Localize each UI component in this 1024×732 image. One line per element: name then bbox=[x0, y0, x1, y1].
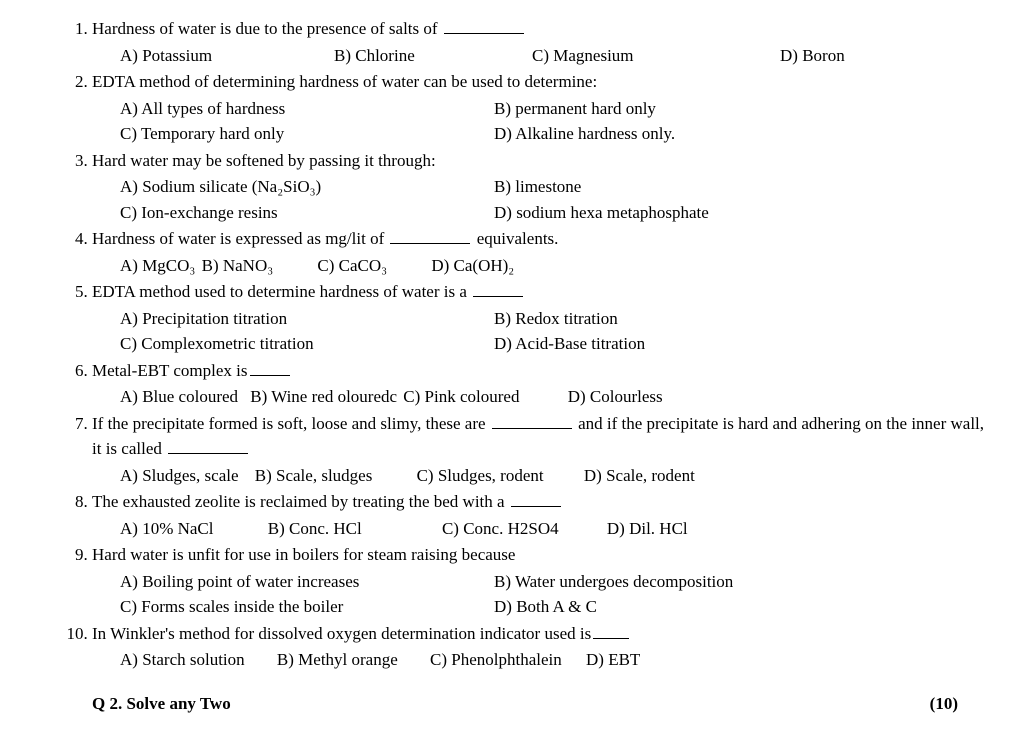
section-heading: Q 2. Solve any Two bbox=[92, 691, 231, 717]
option-c: C) Conc. H2SO4 bbox=[442, 516, 559, 542]
question-10: In Winkler's method for dissolved oxygen… bbox=[92, 621, 988, 673]
option-b: B) permanent hard only bbox=[494, 96, 864, 122]
blank bbox=[444, 16, 524, 34]
option-a: A) 10% NaCl bbox=[120, 516, 213, 542]
blank bbox=[593, 621, 629, 639]
option-c: C) Pink coloured bbox=[403, 384, 519, 410]
question-text: Hard water is unfit for use in boilers f… bbox=[92, 545, 515, 564]
question-3: Hard water may be softened by passing it… bbox=[92, 148, 988, 226]
option-c: C) Magnesium bbox=[532, 43, 776, 69]
option-d: D) Boron bbox=[780, 43, 930, 69]
option-b: B) Methyl orange bbox=[277, 647, 398, 673]
question-text: Hardness of water is due to the presence… bbox=[92, 19, 442, 38]
section-marks: (10) bbox=[930, 691, 958, 717]
question-text: EDTA method of determining hardness of w… bbox=[92, 72, 597, 91]
option-a: A) Sludges, scale bbox=[120, 463, 239, 489]
option-b: B) Chlorine bbox=[334, 43, 528, 69]
options: A) All types of hardness B) permanent ha… bbox=[120, 96, 988, 147]
question-6: Metal-EBT complex is A) Blue coloured B)… bbox=[92, 358, 988, 410]
blank bbox=[473, 279, 523, 297]
option-b: B) limestone bbox=[494, 174, 864, 200]
options: A) MgCO₃ B) NaNO₃ C) CaCO₃ D) Ca(OH)₂ bbox=[120, 253, 988, 279]
question-9: Hard water is unfit for use in boilers f… bbox=[92, 542, 988, 620]
question-1: Hardness of water is due to the presence… bbox=[92, 16, 988, 68]
option-b: B) Conc. HCl bbox=[268, 516, 362, 542]
option-c: C) CaCO₃ bbox=[317, 253, 387, 279]
options: A) Precipitation titration B) Redox titr… bbox=[120, 306, 988, 357]
question-text: If the precipitate formed is soft, loose… bbox=[92, 414, 490, 433]
option-a: A) Blue coloured bbox=[120, 384, 238, 410]
option-c: C) Ion-exchange resins bbox=[120, 200, 490, 226]
question-8: The exhausted zeolite is reclaimed by tr… bbox=[92, 489, 988, 541]
option-a: A) MgCO₃ bbox=[120, 253, 195, 279]
options: A) Boiling point of water increases B) W… bbox=[120, 569, 988, 620]
option-a: A) Starch solution bbox=[120, 647, 245, 673]
blank bbox=[492, 411, 572, 429]
option-d: D) sodium hexa metaphosphate bbox=[494, 200, 864, 226]
section-footer: Q 2. Solve any Two (10) bbox=[36, 691, 988, 717]
options: A) Starch solution B) Methyl orange C) P… bbox=[120, 647, 988, 673]
question-text: Metal-EBT complex is bbox=[92, 361, 248, 380]
blank bbox=[250, 358, 290, 376]
option-b: B) NaNO₃ bbox=[202, 253, 274, 279]
option-a: A) Potassium bbox=[120, 43, 330, 69]
blank bbox=[390, 226, 470, 244]
question-text: EDTA method used to determine hardness o… bbox=[92, 282, 471, 301]
question-text: Hardness of water is expressed as mg/lit… bbox=[92, 229, 388, 248]
question-text-post: equivalents. bbox=[472, 229, 558, 248]
option-d: D) Scale, rodent bbox=[584, 463, 695, 489]
option-d: D) Acid-Base titration bbox=[494, 331, 864, 357]
question-2: EDTA method of determining hardness of w… bbox=[92, 69, 988, 147]
question-text: The exhausted zeolite is reclaimed by tr… bbox=[92, 492, 509, 511]
options: A) Blue coloured B) Wine red olouredc C)… bbox=[120, 384, 988, 410]
blank bbox=[511, 489, 561, 507]
question-5: EDTA method used to determine hardness o… bbox=[92, 279, 988, 357]
option-a: A) Sodium silicate (Na₂SiO₃) bbox=[120, 174, 490, 200]
option-d: D) Colourless bbox=[568, 384, 663, 410]
option-c: C) Phenolphthalein bbox=[430, 647, 562, 673]
question-text: Hard water may be softened by passing it… bbox=[92, 151, 436, 170]
option-a: A) Boiling point of water increases bbox=[120, 569, 490, 595]
question-7: If the precipitate formed is soft, loose… bbox=[92, 411, 988, 489]
option-c: C) Sludges, rodent bbox=[417, 463, 544, 489]
option-b: B) Scale, sludges bbox=[255, 463, 373, 489]
option-c: C) Complexometric titration bbox=[120, 331, 490, 357]
question-text: In Winkler's method for dissolved oxygen… bbox=[92, 624, 591, 643]
option-d: D) Alkaline hardness only. bbox=[494, 121, 864, 147]
question-list: Hardness of water is due to the presence… bbox=[36, 16, 988, 673]
option-b: B) Wine red olouredc bbox=[250, 384, 397, 410]
option-a: A) All types of hardness bbox=[120, 96, 490, 122]
blank bbox=[168, 436, 248, 454]
options: A) Potassium B) Chlorine C) Magnesium D)… bbox=[120, 43, 988, 69]
option-d: D) Ca(OH)₂ bbox=[431, 253, 514, 279]
options: A) Sludges, scale B) Scale, sludges C) S… bbox=[120, 463, 988, 489]
option-d: D) Both A & C bbox=[494, 594, 864, 620]
option-d: D) Dil. HCl bbox=[607, 516, 688, 542]
option-d: D) EBT bbox=[586, 647, 640, 673]
option-a: A) Precipitation titration bbox=[120, 306, 490, 332]
option-c: C) Forms scales inside the boiler bbox=[120, 594, 490, 620]
option-b: B) Water undergoes decomposition bbox=[494, 569, 864, 595]
option-c: C) Temporary hard only bbox=[120, 121, 490, 147]
option-b: B) Redox titration bbox=[494, 306, 864, 332]
question-4: Hardness of water is expressed as mg/lit… bbox=[92, 226, 988, 278]
options: A) Sodium silicate (Na₂SiO₃) B) limeston… bbox=[120, 174, 988, 225]
options: A) 10% NaCl B) Conc. HCl C) Conc. H2SO4 … bbox=[120, 516, 988, 542]
